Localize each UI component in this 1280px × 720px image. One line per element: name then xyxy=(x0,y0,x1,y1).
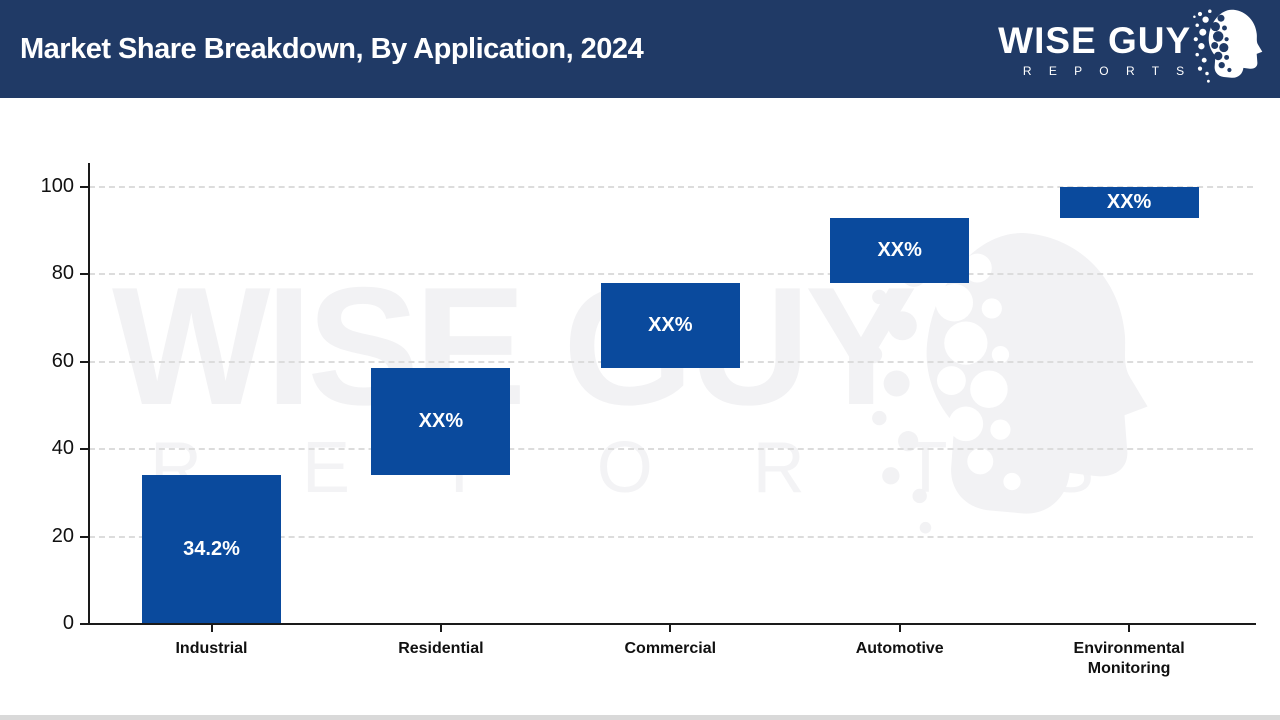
x-category-label-residential: Residential xyxy=(398,640,484,657)
y-tick-label-60: 60 xyxy=(51,349,74,372)
bar-residential: XX% xyxy=(371,368,511,475)
x-category-label-commercial: Commercial xyxy=(624,640,717,657)
brand-logo-text: WISE GUY R E P O R T S xyxy=(998,22,1191,77)
y-tick-mark-40 xyxy=(80,448,88,451)
y-tick-mark-0 xyxy=(80,623,88,625)
watermark-text-line1: WISE GUY xyxy=(112,252,917,440)
gridline-40 xyxy=(89,448,1253,451)
x-tick-mark-commercial xyxy=(669,624,672,632)
y-tick-mark-20 xyxy=(80,535,88,538)
bar-commercial: XX% xyxy=(600,282,740,369)
y-tick-mark-80 xyxy=(80,273,88,276)
gridline-80 xyxy=(89,273,1253,276)
y-tick-label-20: 20 xyxy=(51,524,74,547)
x-tick-mark-residential xyxy=(439,624,442,632)
watermark-text-line2: R E P O R T S xyxy=(150,428,1135,508)
x-tick-mark-automotive xyxy=(898,624,901,632)
x-tick-mark-industrial xyxy=(210,624,213,632)
bar-value-label-automotive: XX% xyxy=(877,239,922,262)
gridline-20 xyxy=(89,535,1253,538)
y-tick-label-40: 40 xyxy=(51,437,74,460)
gridline-100 xyxy=(89,186,1253,188)
page-title: Market Share Breakdown, By Application, … xyxy=(20,32,644,65)
x-category-label-environmental-monitoring: Environmental Monitoring xyxy=(1073,640,1185,677)
brand-name: WISE GUY xyxy=(998,19,1192,61)
bar-value-label-residential: XX% xyxy=(418,409,464,432)
y-tick-label-100: 100 xyxy=(40,175,74,197)
header-bar: Market Share Breakdown, By Application, … xyxy=(0,0,1280,98)
x-category-label-industrial: Industrial xyxy=(175,640,248,657)
wise-guy-head-icon xyxy=(1193,7,1266,91)
y-tick-mark-60 xyxy=(80,360,88,363)
y-tick-mark-100 xyxy=(80,186,88,188)
y-axis-line xyxy=(88,163,90,625)
brand-subtitle: R E P O R T S xyxy=(1022,63,1192,78)
bar-value-label-environmental-monitoring: XX% xyxy=(1106,191,1152,214)
y-tick-label-0: 0 xyxy=(62,612,74,634)
bar-industrial: 34.2% xyxy=(142,474,281,624)
x-tick-mark-environmental-monitoring xyxy=(1128,624,1131,632)
bar-value-label-industrial: 34.2% xyxy=(183,537,240,560)
bar-value-label-commercial: XX% xyxy=(648,314,693,336)
wise-guy-head-watermark-icon xyxy=(862,215,1162,575)
brand-logo: WISE GUY R E P O R T S xyxy=(998,6,1266,92)
bar-environmental-monitoring: XX% xyxy=(1059,187,1199,219)
bar-automotive: XX% xyxy=(830,218,970,283)
y-tick-label-80: 80 xyxy=(51,262,74,285)
footer-strip xyxy=(0,715,1280,720)
x-category-label-automotive: Automotive xyxy=(855,640,944,657)
